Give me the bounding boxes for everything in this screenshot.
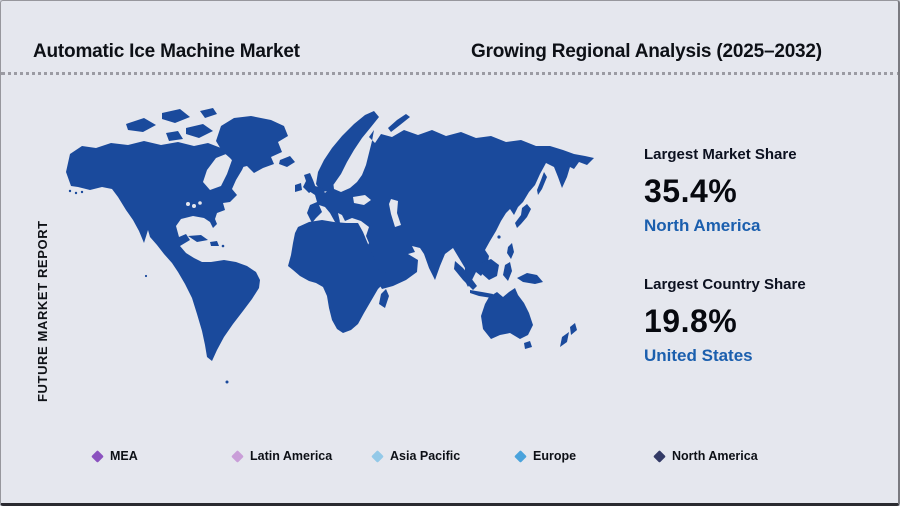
legend-label: Asia Pacific [390,449,461,463]
ireland [295,183,302,192]
legend-item-asia-pacific: Asia Pacific [371,449,461,463]
stat-region-market-share: North America [644,216,761,235]
legend-item-mea: MEA [91,449,138,463]
stat-value-country-share: 19.8% [644,303,738,339]
australia [481,288,533,339]
tasmania [524,341,532,349]
great-lakes [186,202,190,206]
stat-label-country-share: Largest Country Share [644,276,806,293]
asia-pacific-diamond-icon [371,449,384,463]
africa-landmass [288,220,395,333]
eurasia-landmass [307,130,594,289]
scandinavia [316,111,379,192]
legend-label: Europe [533,449,577,463]
world-map [66,108,594,384]
legend-item-europe: Europe [514,449,577,463]
madagascar [379,289,389,308]
dotted-divider [1,72,898,75]
sumatra [454,261,477,290]
hispaniola [210,241,219,246]
stat-region-country-share: United States [644,346,753,365]
stat-value-market-share: 35.4% [644,173,738,209]
cuba [188,235,208,242]
legend-item-north-america: North America [653,449,758,463]
mea-diamond-icon [91,449,104,463]
caspian-sea [389,199,401,227]
legend-label: North America [672,449,758,463]
black-sea [353,195,371,205]
java [470,290,493,298]
page-title: Automatic Ice Machine Market [33,41,300,62]
sulawesi [503,262,512,281]
japan [515,204,531,228]
americas-landmass [66,141,260,361]
stat-label-market-share: Largest Market Share [644,146,797,163]
legend-label: MEA [110,449,138,463]
north-america-diamond-icon [653,449,666,463]
map-legend: MEA Latin America Asia Pacific Europe No… [1,449,898,469]
philippines [507,243,514,259]
borneo [481,259,499,280]
legend-label: Latin America [250,449,333,463]
stats-panel: Largest Market Share 35.4% North America… [644,146,894,406]
brand-vertical-text: FUTURE MARKET REPORT [35,220,50,402]
new-guinea [517,273,543,284]
legend-item-latin-america: Latin America [231,449,333,463]
europe-diamond-icon [514,449,527,463]
latin-america-diamond-icon [231,449,244,463]
iceland [279,156,295,167]
greenland [216,116,288,173]
new-zealand [570,323,577,335]
page-subtitle: Growing Regional Analysis (2025–2032) [471,41,822,62]
